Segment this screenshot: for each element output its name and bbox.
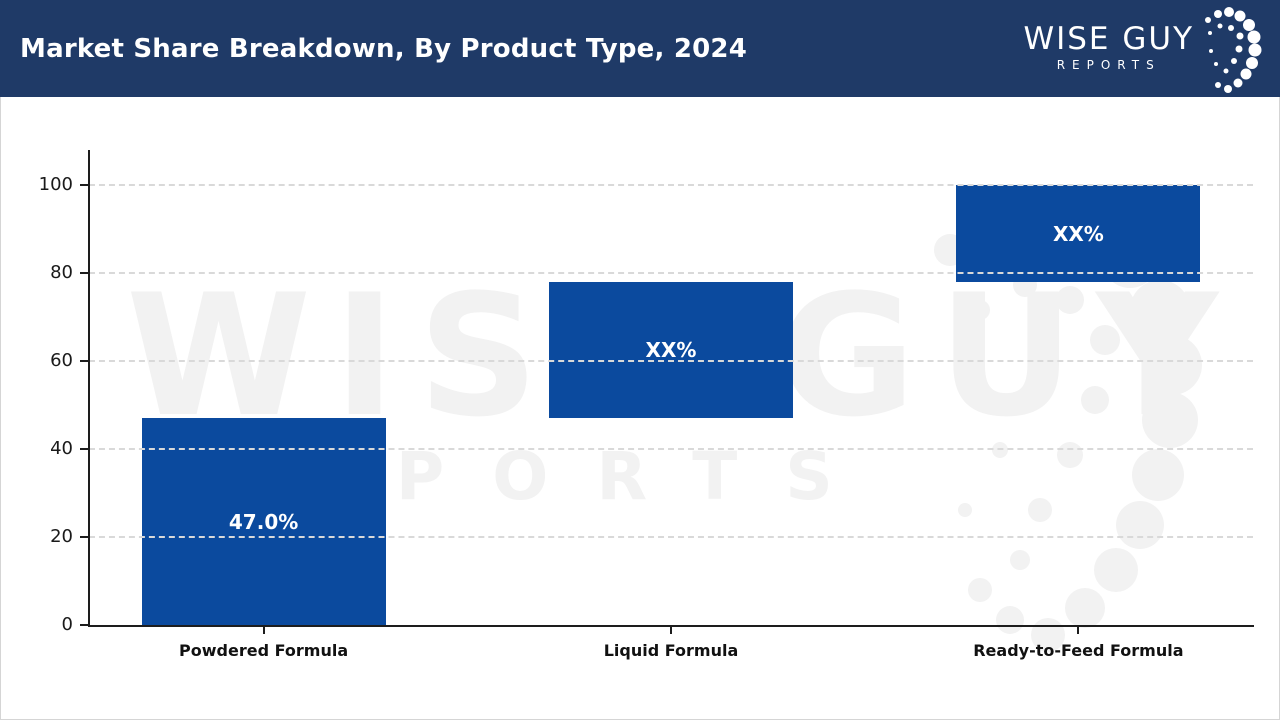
x-category-label: Ready-to-Feed Formula <box>973 641 1184 660</box>
y-tick-label: 60 <box>50 350 73 372</box>
x-category-label: Powdered Formula <box>179 641 349 660</box>
logo-sub-text: REPORTS <box>1056 58 1161 72</box>
wise-guy-reports-logo: WISE GUY REPORTS <box>1012 4 1262 94</box>
y-tick-label: 20 <box>50 526 73 548</box>
bar-data-label: XX% <box>645 338 697 363</box>
y-tick-label: 80 <box>50 262 73 284</box>
y-tick-mark <box>80 448 88 451</box>
logo-text: WISE GUY REPORTS <box>1023 22 1194 73</box>
x-tick-mark <box>1077 627 1080 634</box>
y-tick-label: 100 <box>38 174 73 196</box>
y-tick-label: 0 <box>61 614 73 635</box>
chart-title: Market Share Breakdown, By Product Type,… <box>20 33 747 64</box>
y-gridline <box>89 448 1253 451</box>
y-tick-mark <box>80 360 88 363</box>
y-tick-label: 40 <box>50 438 73 460</box>
bar-data-label: XX% <box>1052 221 1104 246</box>
bar-segment <box>141 418 386 625</box>
y-gridline <box>89 536 1253 539</box>
bar-segment <box>956 185 1201 282</box>
x-tick-mark <box>670 627 672 634</box>
logo-name-text: WISE GUY <box>1023 21 1194 57</box>
bar-data-label: 47.0% <box>228 509 299 534</box>
y-gridline <box>89 272 1253 275</box>
y-gridline <box>89 184 1253 187</box>
x-axis-line <box>88 625 1254 627</box>
y-tick-mark <box>80 272 88 275</box>
y-tick-mark <box>80 184 88 187</box>
y-gridline <box>89 360 1253 363</box>
y-tick-mark <box>80 536 88 539</box>
bar-segment <box>549 281 793 419</box>
y-tick-mark <box>80 624 88 626</box>
x-tick-mark <box>262 627 265 634</box>
plot-area: 0 20 40 60 80 100 47.0% XX% XX% Powdered Formula L… <box>39 150 1254 660</box>
logo-head-dots-icon <box>1205 7 1262 93</box>
x-category-label: Liquid Formula <box>603 641 739 660</box>
y-axis-line <box>88 150 90 627</box>
header-banner: Market Share Breakdown, By Product Type,… <box>0 0 1280 97</box>
